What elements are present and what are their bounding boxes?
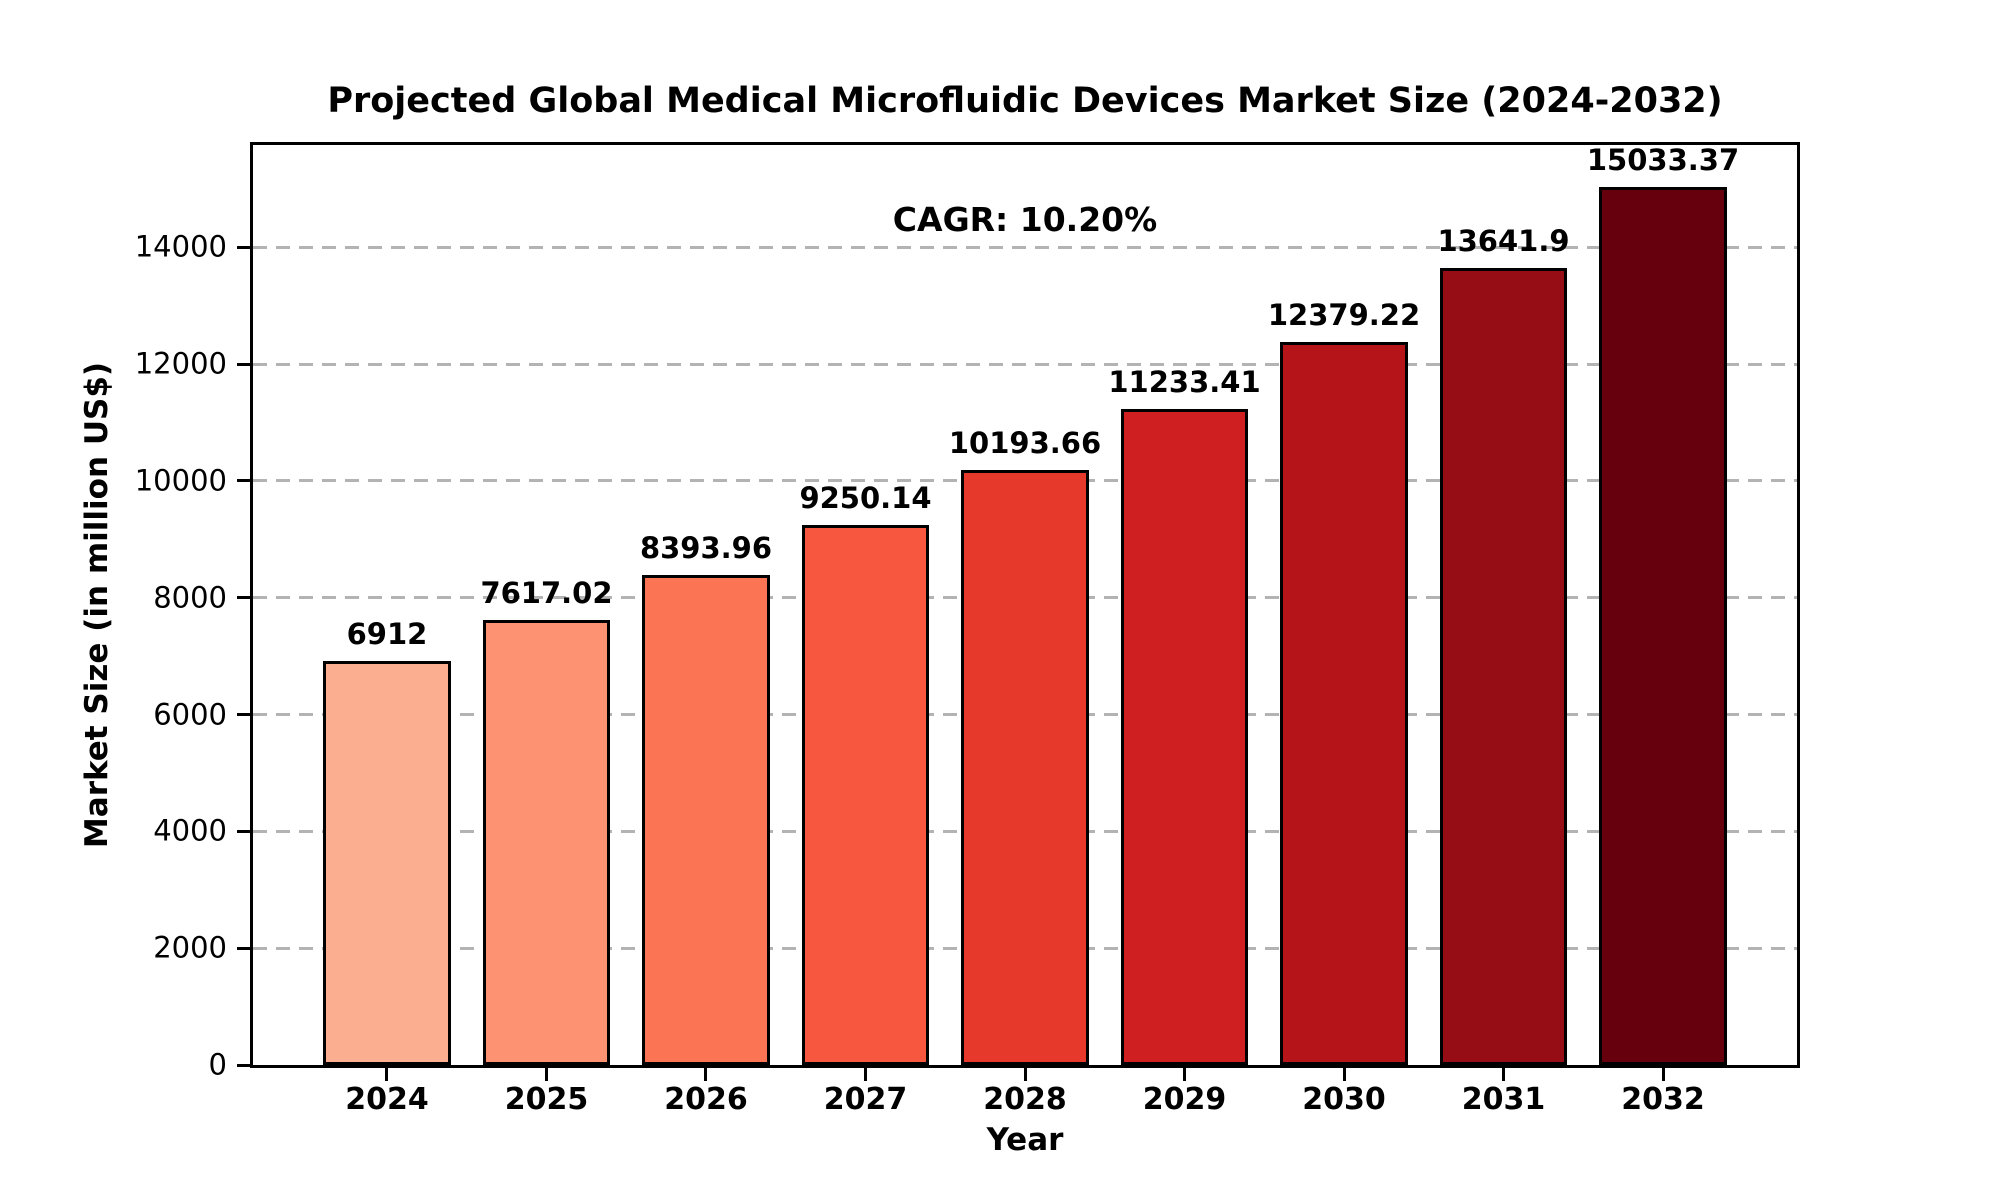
x-tick-mark-2024 bbox=[385, 1068, 389, 1081]
y-tick-mark-8000 bbox=[237, 596, 250, 600]
y-tick-mark-0 bbox=[237, 1063, 250, 1067]
gridline-14000 bbox=[253, 245, 1797, 249]
bar-value-label-2032: 15033.37 bbox=[1586, 142, 1740, 177]
x-axis-label: Year bbox=[986, 1122, 1064, 1158]
x-tick-mark-2029 bbox=[1183, 1068, 1186, 1081]
x-tick-mark-2027 bbox=[863, 1068, 867, 1081]
plot-area: CAGR: 10.20% 0 2000 4000 6000 8000 10000 12000… bbox=[135, 142, 1800, 1115]
y-tick-mark-12000 bbox=[237, 362, 250, 366]
x-tick-mark-2025 bbox=[544, 1068, 548, 1081]
bar-2031 bbox=[1439, 268, 1568, 1065]
bar-2027 bbox=[801, 524, 930, 1065]
x-tick-mark-2032 bbox=[1661, 1068, 1665, 1081]
x-tick-mark-2030 bbox=[1342, 1068, 1346, 1081]
bar-2025 bbox=[482, 620, 611, 1065]
y-tick-label-6000: 6000 bbox=[153, 697, 227, 732]
bar-2024 bbox=[323, 661, 451, 1065]
y-tick-mark-10000 bbox=[237, 479, 250, 483]
bar-value-label-2029: 11233.41 bbox=[1108, 364, 1261, 399]
x-tick-label-2027: 2027 bbox=[823, 1082, 908, 1117]
y-tick-label-12000: 12000 bbox=[134, 346, 227, 381]
bar-value-label-2027: 9250.14 bbox=[799, 480, 932, 515]
bar-2029 bbox=[1120, 408, 1249, 1065]
bar-2026 bbox=[642, 574, 770, 1065]
bar-value-label-2026: 8393.96 bbox=[639, 530, 773, 565]
cagr-annotation: CAGR: 10.20% bbox=[892, 200, 1158, 239]
bar-2030 bbox=[1280, 341, 1408, 1065]
x-tick-label-2026: 2026 bbox=[664, 1082, 748, 1117]
y-tick-mark-6000 bbox=[237, 713, 250, 717]
bar-value-label-2025: 7617.02 bbox=[480, 576, 613, 611]
y-axis-label: Market Size (in million US$) bbox=[79, 361, 115, 849]
x-tick-mark-2028 bbox=[1023, 1068, 1027, 1081]
y-tick-label-14000: 14000 bbox=[134, 229, 227, 264]
y-tick-mark-4000 bbox=[237, 829, 250, 833]
gridline-12000 bbox=[253, 362, 1797, 366]
chart-title: Projected Global Medical Microfluidic De… bbox=[327, 81, 1723, 121]
x-tick-label-2031: 2031 bbox=[1461, 1082, 1546, 1117]
y-tick-label-10000: 10000 bbox=[134, 463, 227, 498]
bar-2028 bbox=[961, 469, 1089, 1065]
x-tick-label-2032: 2032 bbox=[1621, 1082, 1705, 1117]
bar-2032 bbox=[1599, 186, 1727, 1065]
x-tick-mark-2026 bbox=[704, 1068, 708, 1081]
x-tick-mark-2031 bbox=[1502, 1068, 1505, 1081]
y-tick-label-2000: 2000 bbox=[153, 930, 227, 965]
y-tick-mark-14000 bbox=[237, 245, 250, 249]
y-tick-mark-2000 bbox=[237, 946, 250, 950]
y-tick-label-4000: 4000 bbox=[153, 813, 227, 848]
x-tick-label-2028: 2028 bbox=[983, 1082, 1067, 1117]
x-tick-label-2025: 2025 bbox=[504, 1082, 589, 1117]
y-tick-label-8000: 8000 bbox=[153, 580, 227, 615]
bar-value-label-2031: 13641.9 bbox=[1437, 224, 1570, 259]
x-tick-label-2024: 2024 bbox=[345, 1082, 429, 1117]
x-tick-label-2029: 2029 bbox=[1142, 1082, 1227, 1117]
bar-value-label-2030: 12379.22 bbox=[1267, 297, 1421, 332]
bar-value-label-2028: 10193.66 bbox=[948, 425, 1102, 460]
bar-value-label-2024: 6912 bbox=[346, 617, 428, 652]
x-tick-label-2030: 2030 bbox=[1302, 1082, 1386, 1117]
y-tick-label-0: 0 bbox=[208, 1047, 227, 1082]
